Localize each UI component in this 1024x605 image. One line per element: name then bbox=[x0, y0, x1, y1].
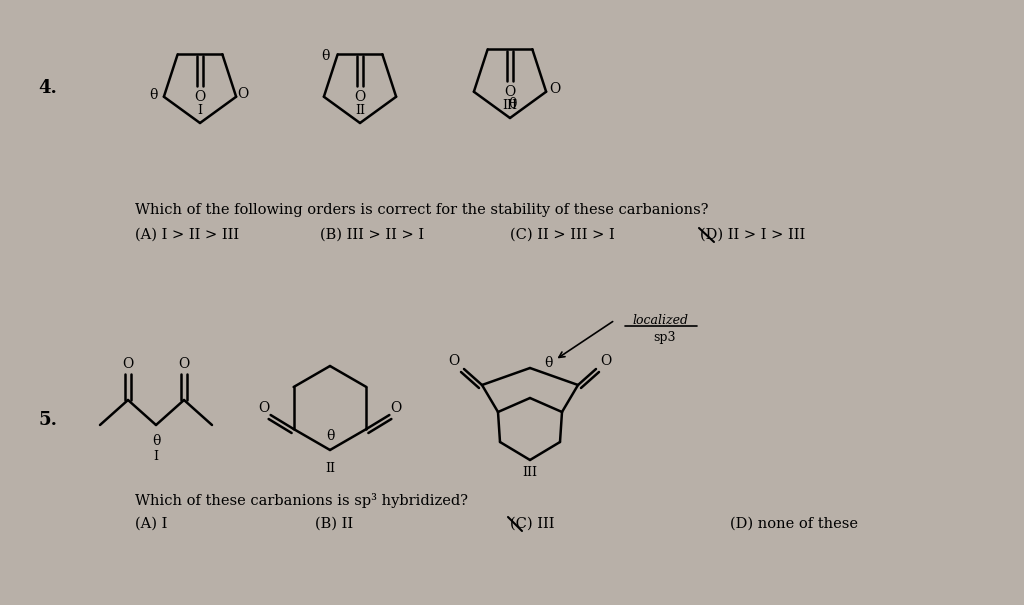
Text: 5.: 5. bbox=[38, 411, 57, 429]
Text: III: III bbox=[503, 99, 517, 112]
Text: localized: localized bbox=[632, 313, 688, 327]
Text: O: O bbox=[354, 90, 366, 104]
Text: I: I bbox=[154, 451, 159, 463]
Text: θ: θ bbox=[152, 434, 160, 448]
Text: I: I bbox=[198, 103, 203, 117]
Text: Which of these carbanions is sp³ hybridized?: Which of these carbanions is sp³ hybridi… bbox=[135, 492, 468, 508]
Text: (B) III > II > I: (B) III > II > I bbox=[319, 228, 424, 242]
Text: II: II bbox=[325, 462, 335, 474]
Text: O: O bbox=[505, 85, 516, 99]
Text: sp3: sp3 bbox=[653, 332, 676, 344]
Text: III: III bbox=[522, 465, 538, 479]
Text: O: O bbox=[195, 90, 206, 104]
Text: (B) II: (B) II bbox=[315, 517, 353, 531]
Text: O: O bbox=[391, 401, 402, 415]
Text: O: O bbox=[258, 401, 269, 415]
Text: II: II bbox=[355, 103, 365, 117]
Text: θ: θ bbox=[322, 49, 330, 64]
Text: O: O bbox=[123, 357, 133, 371]
Text: (D) II > I > III: (D) II > I > III bbox=[700, 228, 805, 242]
Text: O: O bbox=[178, 357, 189, 371]
Text: (C) III: (C) III bbox=[510, 517, 555, 531]
Text: θ: θ bbox=[326, 429, 334, 443]
Text: (C) II > III > I: (C) II > III > I bbox=[510, 228, 614, 242]
Text: (D) none of these: (D) none of these bbox=[730, 517, 858, 531]
Text: θ: θ bbox=[150, 88, 158, 102]
Text: θ: θ bbox=[508, 97, 516, 111]
Text: θ: θ bbox=[544, 356, 552, 370]
Text: (A) I > II > III: (A) I > II > III bbox=[135, 228, 240, 242]
Text: O: O bbox=[600, 354, 611, 368]
Text: O: O bbox=[550, 82, 561, 96]
Text: Which of the following orders is correct for the stability of these carbanions?: Which of the following orders is correct… bbox=[135, 203, 709, 217]
Text: (A) I: (A) I bbox=[135, 517, 167, 531]
Text: 4.: 4. bbox=[38, 79, 57, 97]
Text: O: O bbox=[449, 354, 460, 368]
Text: O: O bbox=[238, 87, 249, 101]
